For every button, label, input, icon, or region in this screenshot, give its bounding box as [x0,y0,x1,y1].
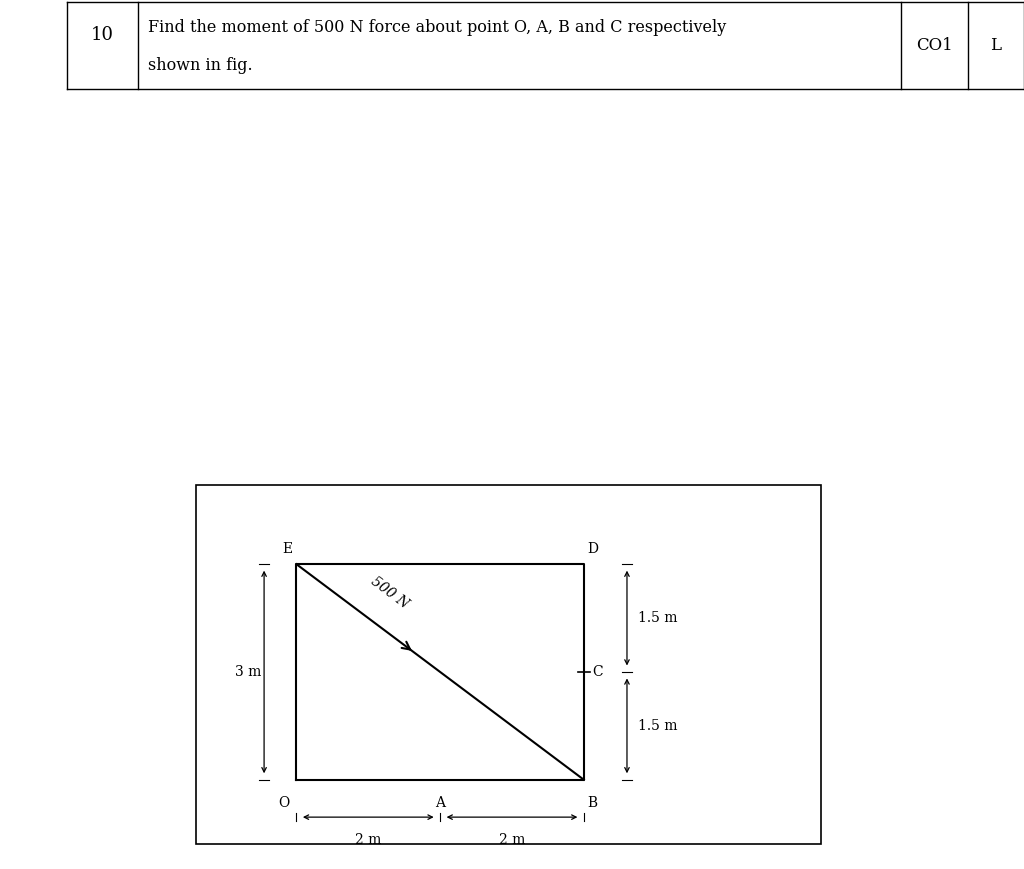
Text: 1.5 m: 1.5 m [638,611,677,625]
Text: Find the moment of 500 N force about point O, A, B and C respectively: Find the moment of 500 N force about poi… [148,19,727,36]
Text: 3 m: 3 m [236,665,261,679]
Text: E: E [283,541,293,555]
Text: L: L [990,37,1001,54]
Text: B: B [588,796,598,810]
Text: 2 m: 2 m [499,833,525,847]
Text: 10: 10 [91,26,114,43]
Text: 500 N: 500 N [369,574,412,611]
Text: C: C [593,665,603,679]
Text: shown in fig.: shown in fig. [148,57,253,74]
Text: O: O [278,796,289,810]
Text: 1.5 m: 1.5 m [638,719,677,733]
Text: D: D [588,541,598,555]
Text: CO1: CO1 [916,37,952,54]
Text: A: A [435,796,445,810]
Text: 2 m: 2 m [355,833,382,847]
